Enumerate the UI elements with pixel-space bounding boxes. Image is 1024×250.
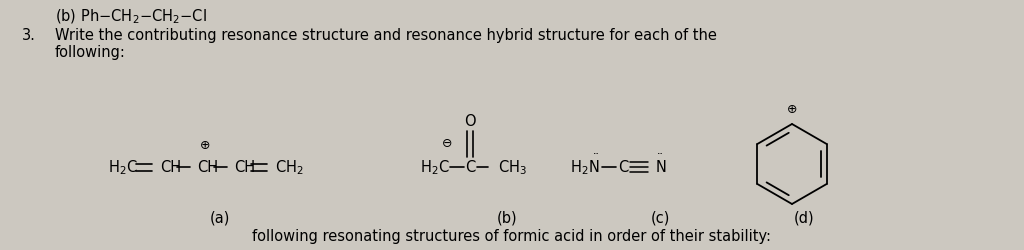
Text: CH: CH	[160, 160, 181, 175]
Text: C: C	[617, 160, 628, 175]
Text: $\ddot{}$: $\ddot{}$	[658, 146, 664, 159]
Text: C: C	[465, 160, 475, 175]
Text: Write the contributing resonance structure and resonance hybrid structure for ea: Write the contributing resonance structu…	[55, 28, 717, 60]
Text: O: O	[464, 114, 476, 129]
Text: (d): (d)	[794, 210, 814, 224]
Text: $\oplus$: $\oplus$	[786, 103, 798, 116]
Text: (c): (c)	[651, 210, 670, 224]
Text: CH: CH	[234, 160, 255, 175]
Text: H$_2$C: H$_2$C	[108, 158, 137, 177]
Text: CH$_2$: CH$_2$	[275, 158, 304, 177]
Text: (b): (b)	[497, 210, 517, 224]
Text: $\ddot{}$: $\ddot{}$	[594, 146, 600, 159]
Text: following resonating structures of formic acid in order of their stability:: following resonating structures of formi…	[253, 228, 771, 243]
Text: (b) Ph$-$CH$_2$$-$CH$_2$$-$Cl: (b) Ph$-$CH$_2$$-$CH$_2$$-$Cl	[55, 8, 207, 26]
Text: $\ominus$: $\ominus$	[441, 137, 453, 150]
Text: N: N	[656, 160, 667, 175]
Text: CH: CH	[197, 160, 218, 175]
Text: H$_2$N: H$_2$N	[570, 158, 599, 177]
Text: $\oplus$: $\oplus$	[200, 139, 211, 152]
Text: H$_2$C: H$_2$C	[420, 158, 450, 177]
Text: (a): (a)	[210, 210, 230, 224]
Text: 3.: 3.	[22, 28, 36, 43]
Text: CH$_3$: CH$_3$	[498, 158, 527, 177]
